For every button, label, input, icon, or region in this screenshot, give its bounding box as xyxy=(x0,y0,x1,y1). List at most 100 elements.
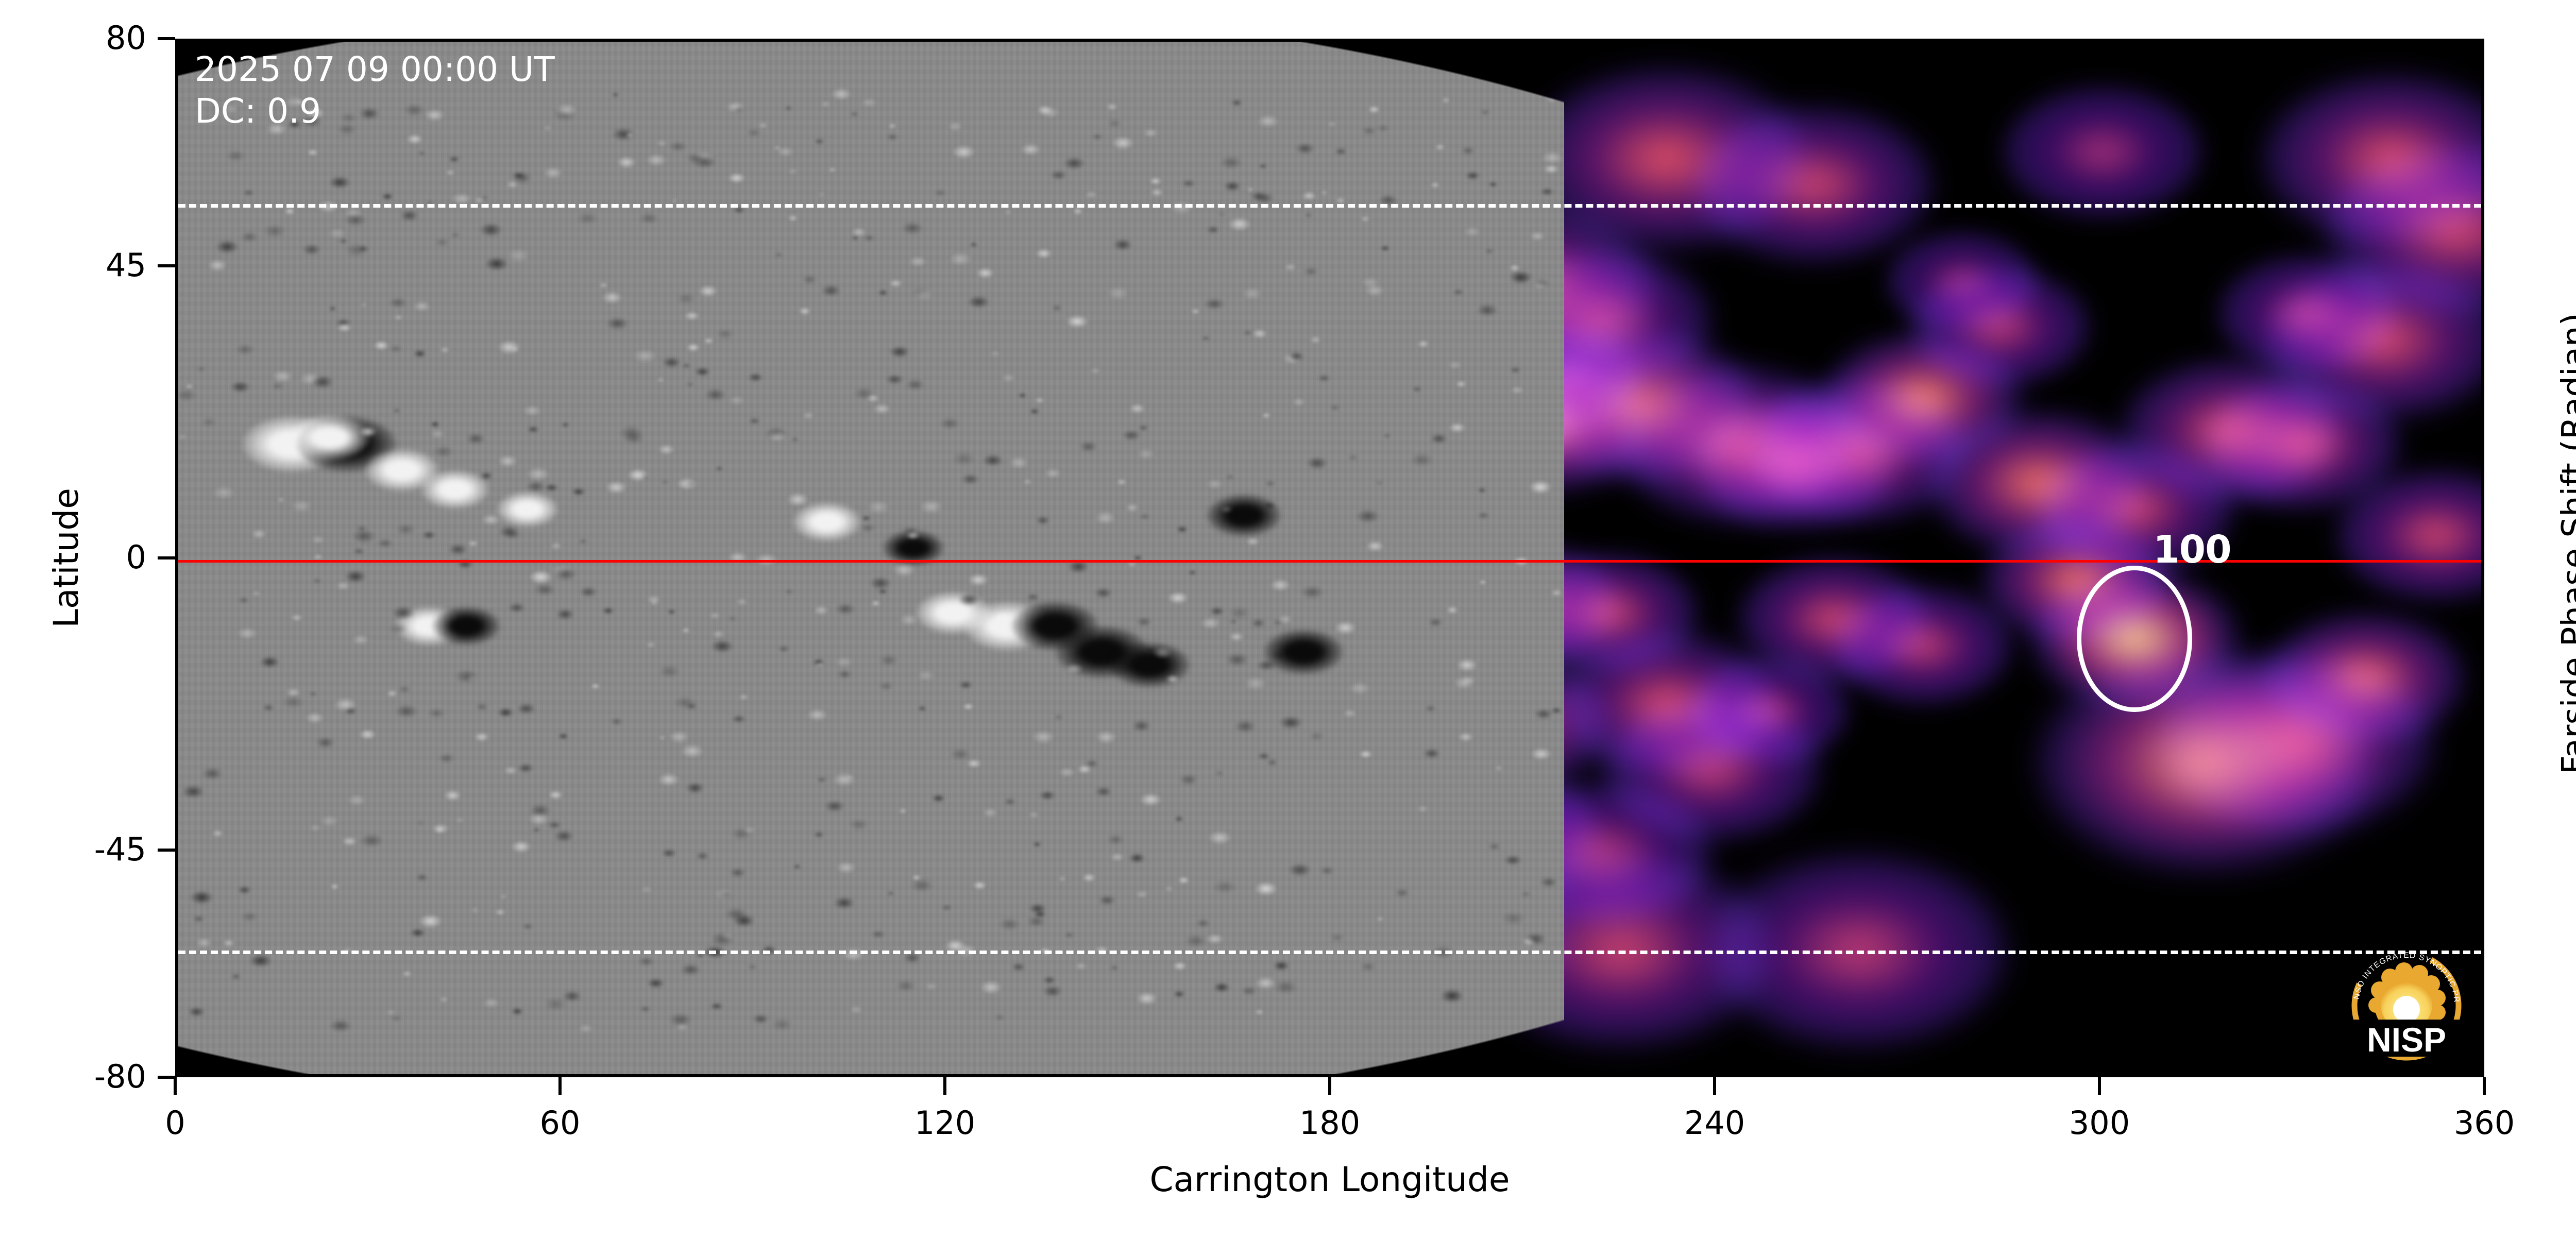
magnetogram-network-speck xyxy=(983,454,1003,466)
magnetogram-flux-patch xyxy=(290,415,369,461)
magnetogram-network-speck xyxy=(683,480,696,488)
magnetogram-network-speck xyxy=(602,607,614,614)
magnetogram-network-speck xyxy=(867,395,879,402)
magnetogram-network-speck xyxy=(561,422,570,428)
magnetogram-network-speck xyxy=(1411,453,1432,466)
magnetogram-network-speck xyxy=(953,452,975,465)
magnetogram-network-speck xyxy=(517,703,536,715)
magnetogram-network-speck xyxy=(647,596,661,604)
magnetogram-network-speck xyxy=(1174,990,1185,997)
axis-tick-mark xyxy=(2098,1077,2101,1095)
magnetogram-network-speck xyxy=(693,155,716,168)
magnetogram-network-speck xyxy=(1136,617,1152,626)
magnetogram-network-speck xyxy=(656,140,667,146)
magnetogram-network-speck xyxy=(838,670,852,679)
magnetogram-network-speck xyxy=(352,635,369,645)
axis-tick-label: 300 xyxy=(2069,1104,2130,1142)
magnetogram-network-speck xyxy=(302,115,322,128)
magnetogram-network-speck xyxy=(868,501,890,514)
magnetogram-network-speck xyxy=(336,582,350,590)
magnetogram-network-speck xyxy=(1446,606,1459,614)
magnetogram-network-speck xyxy=(295,99,304,105)
magnetogram-network-speck xyxy=(396,705,417,718)
magnetogram-network-speck xyxy=(953,145,975,159)
magnetogram-network-speck xyxy=(431,430,445,438)
magnetogram-network-speck xyxy=(277,498,284,502)
magnetogram-network-speck xyxy=(1304,267,1318,276)
magnetogram-network-speck xyxy=(755,553,778,567)
magnetogram-network-speck xyxy=(416,874,428,881)
magnetogram-network-speck xyxy=(1036,248,1052,259)
magnetogram-network-speck xyxy=(1032,730,1055,744)
magnetogram-network-speck xyxy=(1023,479,1032,485)
magnetogram-network-speck xyxy=(634,349,656,363)
magnetogram-network-speck xyxy=(686,783,704,793)
magnetogram-network-speck xyxy=(999,918,1020,930)
magnetogram-network-speck xyxy=(393,409,400,413)
magnetogram-network-speck xyxy=(951,748,971,760)
magnetogram-network-speck xyxy=(1288,352,1303,361)
magnetogram-network-speck xyxy=(360,730,376,739)
magnetogram-network-speck xyxy=(699,285,718,297)
magnetogram-network-speck xyxy=(389,297,406,308)
magnetogram-network-speck xyxy=(1086,191,1097,198)
magnetogram-network-speck xyxy=(686,382,694,387)
magnetogram-network-speck xyxy=(445,169,455,176)
magnetogram-network-speck xyxy=(1241,986,1257,995)
magnetogram-network-speck xyxy=(836,603,855,615)
magnetogram-network-speck xyxy=(197,366,206,371)
magnetogram-network-speck xyxy=(509,602,526,613)
magnetogram-network-speck xyxy=(1136,891,1148,898)
magnetogram-network-speck xyxy=(1366,540,1384,551)
magnetogram-network-speck xyxy=(1035,397,1044,403)
magnetogram-network-speck xyxy=(835,656,853,668)
magnetogram-network-speck xyxy=(449,544,467,555)
magnetogram-network-speck xyxy=(1357,509,1379,523)
magnetogram-network-speck xyxy=(212,830,224,837)
magnetogram-network-speck xyxy=(748,373,763,382)
magnetogram-network-speck xyxy=(216,240,239,253)
x-axis-label: Carrington Longitude xyxy=(1149,1160,1510,1199)
magnetogram-network-speck xyxy=(303,244,321,255)
magnetogram-network-speck xyxy=(1201,336,1210,341)
magnetogram-network-speck xyxy=(1377,125,1389,132)
magnetogram-network-speck xyxy=(1242,287,1262,300)
magnetogram-network-speck xyxy=(1095,587,1112,598)
magnetogram-network-speck xyxy=(1234,720,1256,733)
magnetogram-network-speck xyxy=(1004,798,1016,806)
magnetogram-network-speck xyxy=(345,214,366,227)
magnetogram-network-speck xyxy=(390,345,402,353)
magnetogram-network-speck xyxy=(374,341,389,350)
magnetogram-network-speck xyxy=(711,932,734,946)
magnetogram-network-speck xyxy=(1330,404,1340,411)
magnetogram-network-speck xyxy=(1082,874,1096,882)
magnetogram-network-speck xyxy=(1255,881,1277,895)
magnetogram-network-speck xyxy=(1004,210,1012,215)
magnetogram-network-speck xyxy=(1009,456,1028,469)
synoptic-map-axes[interactable]: 100 2025 07 09 00:00 UT DC: 0.9 xyxy=(175,39,2484,1077)
magnetogram-network-speck xyxy=(1132,720,1151,732)
magnetogram-network-speck xyxy=(480,472,493,480)
magnetogram-network-speck xyxy=(623,431,645,444)
axis-tick-label: 240 xyxy=(1684,1104,1745,1142)
magnetogram-network-speck xyxy=(337,323,351,332)
magnetogram-network-speck xyxy=(1359,750,1372,758)
magnetogram-network-speck xyxy=(1149,177,1161,185)
magnetogram-network-speck xyxy=(1027,593,1040,601)
magnetogram-network-speck xyxy=(778,646,789,652)
magnetogram-network-speck xyxy=(1225,474,1235,480)
magnetogram-network-speck xyxy=(345,244,367,257)
magnetogram-network-speck xyxy=(940,417,960,429)
magnetogram-network-speck xyxy=(729,396,745,405)
magnetogram-network-speck xyxy=(968,296,989,309)
magnetogram-network-speck xyxy=(815,662,824,668)
active-region-circle-marker[interactable] xyxy=(2077,566,2193,712)
magnetogram-network-speck xyxy=(1095,787,1112,797)
magnetogram-network-speck xyxy=(1551,707,1562,714)
magnetogram-network-speck xyxy=(543,125,552,131)
magnetogram-network-speck xyxy=(945,939,965,952)
magnetogram-network-speck xyxy=(1273,620,1282,625)
magnetogram-network-speck xyxy=(675,1023,688,1031)
magnetogram-network-speck xyxy=(1196,919,1210,927)
magnetogram-network-speck xyxy=(390,623,408,634)
